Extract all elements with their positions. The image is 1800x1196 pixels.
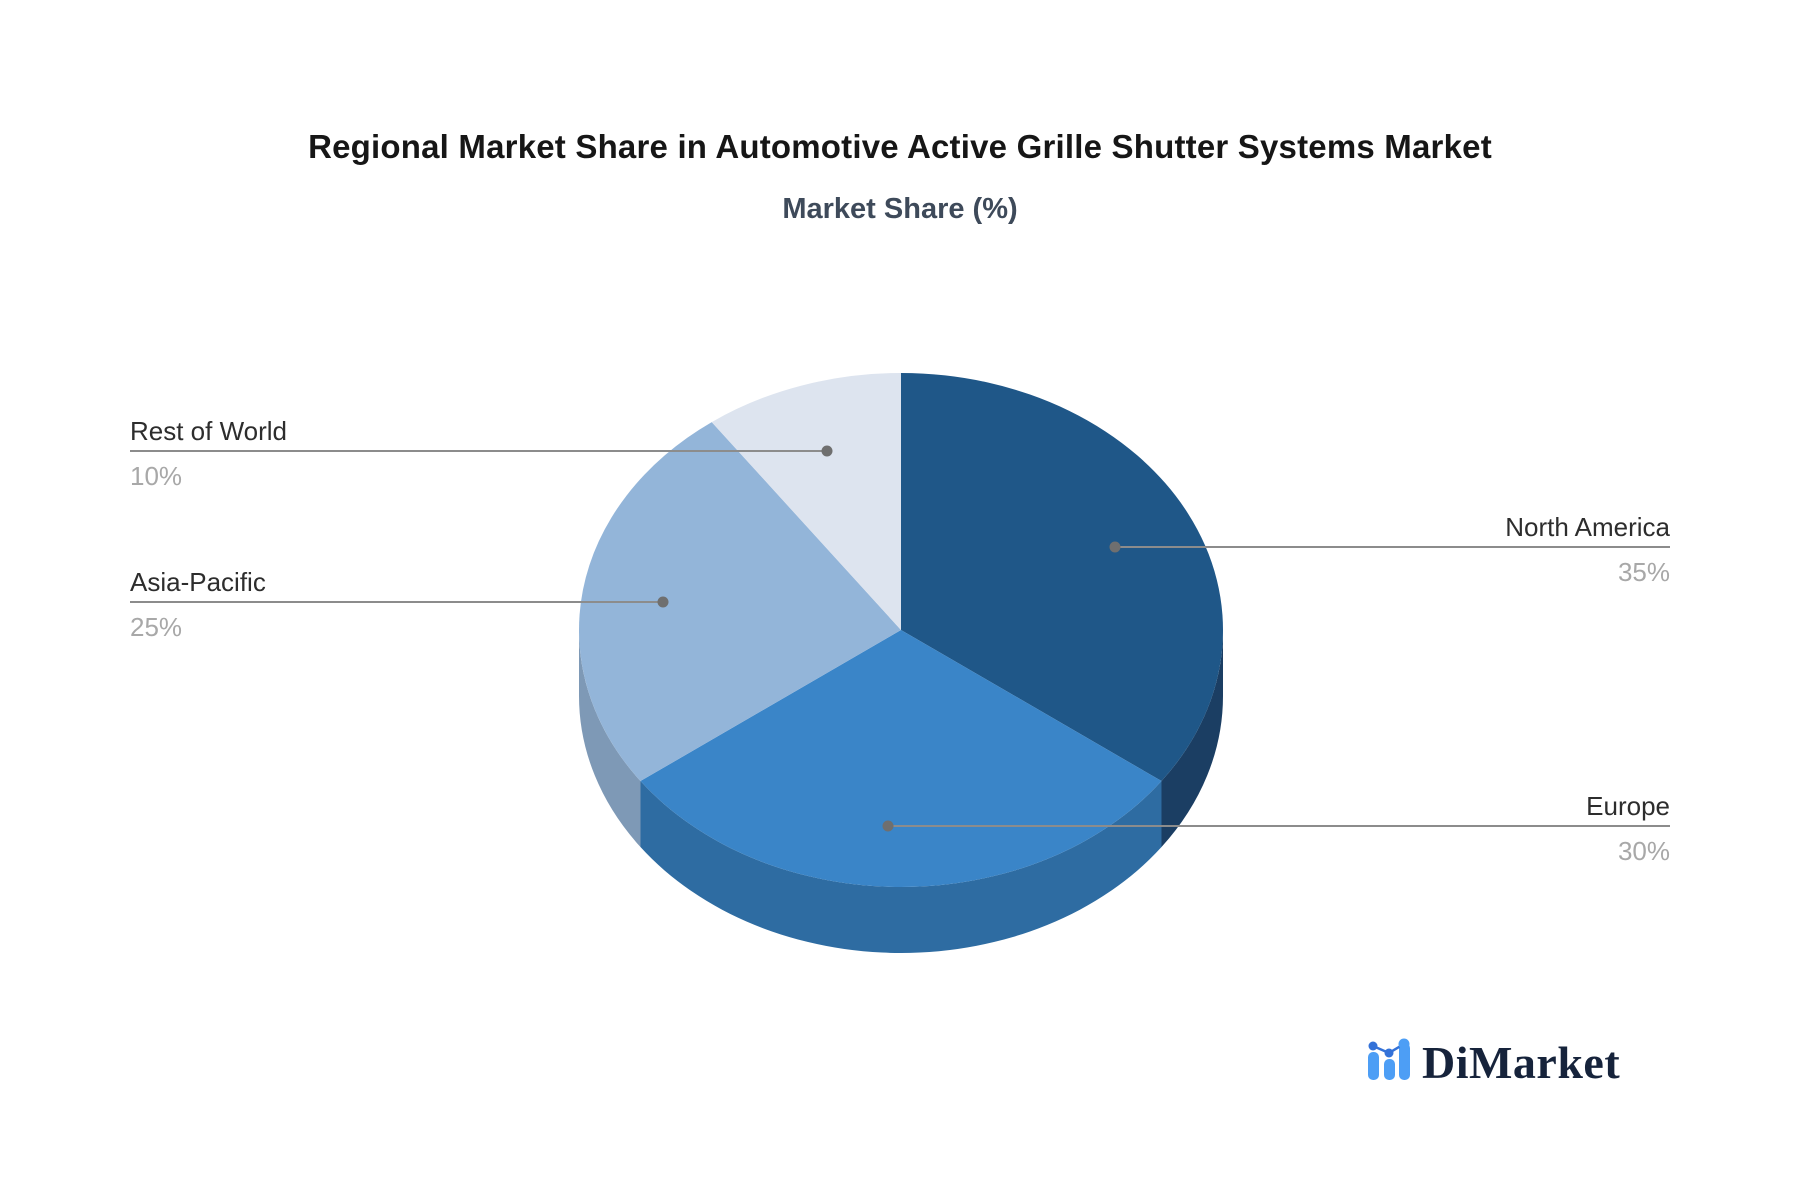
pie-slice-side-north-america: [1161, 630, 1223, 848]
callout-value: 30%: [1617, 836, 1670, 866]
callout-europe: Europe 30%: [1586, 790, 1670, 868]
leader-dot-north-america: [1109, 541, 1121, 553]
dimarket-logo: DiMarket: [1364, 1038, 1620, 1088]
leader-dot-europe: [882, 820, 894, 832]
callout-label: Europe: [1586, 791, 1670, 821]
callout-value: 35%: [1617, 557, 1670, 587]
chart-subtitle: Market Share (%): [782, 193, 1018, 225]
callout-value: 10%: [130, 461, 183, 491]
pie-slice-side-europe: [640, 781, 1162, 953]
pie-slice-asia-pacific: [579, 422, 901, 782]
pie-slice-side-asia-pacific: [579, 630, 641, 848]
pie-slice-north-america: [901, 373, 1223, 782]
chart-title: Regional Market Share in Automotive Acti…: [308, 128, 1492, 165]
callout-asia-pacific: Asia-Pacific 25%: [130, 566, 266, 644]
leader-dot-asia-pacific: [657, 596, 669, 608]
callout-label: Rest of World: [130, 416, 288, 446]
logo-text: DiMarket: [1422, 1037, 1621, 1088]
callout-north-america: North America 35%: [1505, 511, 1670, 589]
callout-label: North America: [1505, 512, 1670, 542]
pie-slice-europe: [640, 630, 1162, 887]
bar-chart-logo-icon: [1368, 1038, 1410, 1080]
callout-rest-of-world: Rest of World 10%: [130, 415, 287, 493]
callout-label: Asia-Pacific: [130, 567, 266, 597]
pie-slice-rest-of-world: [711, 373, 901, 630]
leader-dot-rest-of-world: [821, 445, 833, 457]
callout-value: 25%: [130, 612, 183, 642]
